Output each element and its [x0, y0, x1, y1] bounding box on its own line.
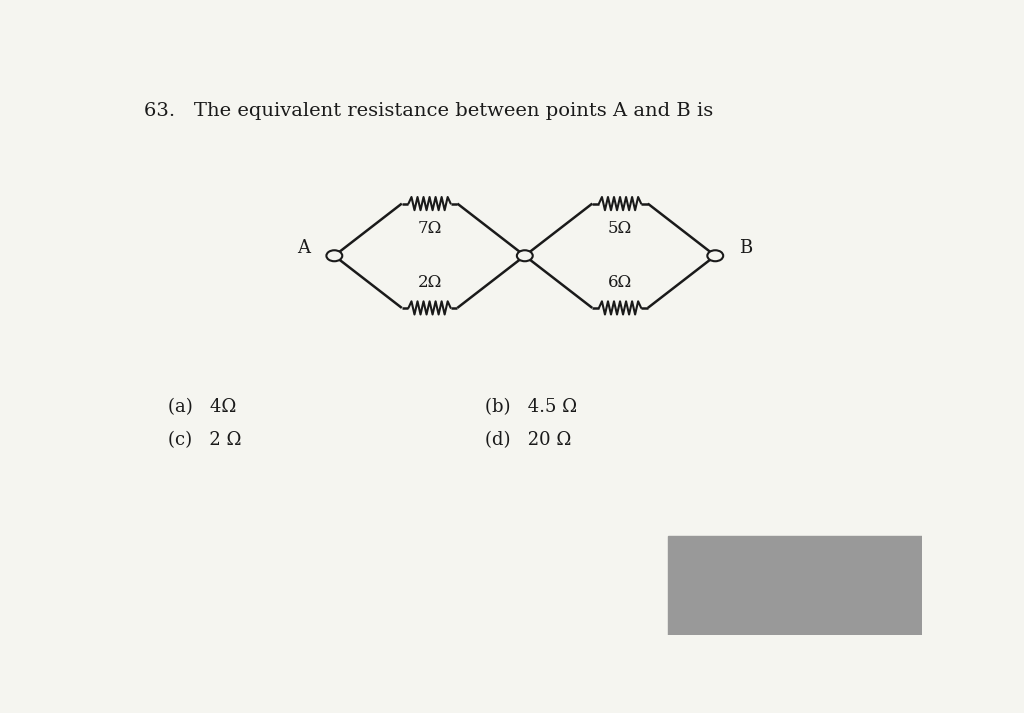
Text: B: B	[739, 239, 753, 257]
Text: (d)   20 Ω: (d) 20 Ω	[485, 431, 571, 448]
Circle shape	[327, 250, 342, 261]
Text: (c)   2 Ω: (c) 2 Ω	[168, 431, 242, 448]
Text: 6Ω: 6Ω	[608, 275, 632, 292]
Text: (b)   4.5 Ω: (b) 4.5 Ω	[485, 398, 578, 416]
Circle shape	[708, 250, 723, 261]
Circle shape	[517, 250, 532, 261]
Text: 63.   The equivalent resistance between points A and B is: 63. The equivalent resistance between po…	[143, 102, 713, 120]
Text: 5Ω: 5Ω	[608, 220, 632, 237]
Text: A: A	[298, 239, 310, 257]
Text: (a)   4Ω: (a) 4Ω	[168, 398, 237, 416]
Text: 7Ω: 7Ω	[418, 220, 441, 237]
Bar	[668, 535, 922, 635]
Text: 2Ω: 2Ω	[418, 275, 441, 292]
